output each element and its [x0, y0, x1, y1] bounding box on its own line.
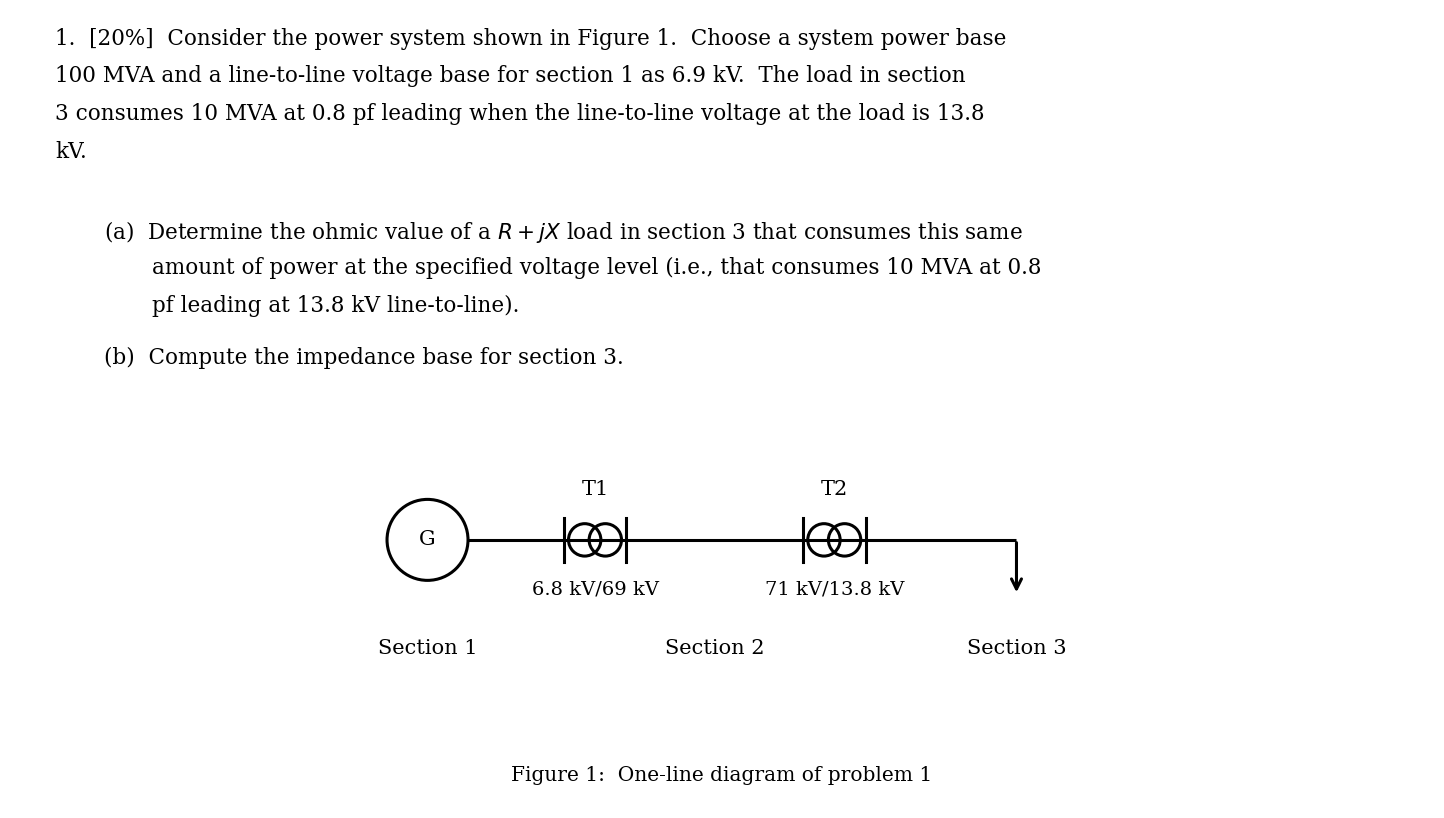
Text: amount of power at the specified voltage level (i.e., that consumes 10 MVA at 0.: amount of power at the specified voltage…	[152, 257, 1041, 279]
Text: T1: T1	[582, 480, 609, 499]
Text: G: G	[419, 530, 436, 550]
Text: 100 MVA and a line-to-line voltage base for section 1 as 6.9 kV.  The load in se: 100 MVA and a line-to-line voltage base …	[55, 65, 966, 88]
Text: kV.: kV.	[55, 141, 87, 163]
Text: Section 1: Section 1	[378, 640, 478, 658]
Text: 6.8 kV/69 kV: 6.8 kV/69 kV	[531, 581, 658, 599]
Text: T2: T2	[820, 480, 848, 499]
Text: Figure 1:  One-line diagram of problem 1: Figure 1: One-line diagram of problem 1	[511, 766, 933, 785]
Text: Section 3: Section 3	[966, 640, 1066, 658]
Text: (a)  Determine the ohmic value of a $R+jX$ load in section 3 that consumes this : (a) Determine the ohmic value of a $R+jX…	[104, 219, 1022, 245]
Text: 3 consumes 10 MVA at 0.8 pf leading when the line-to-line voltage at the load is: 3 consumes 10 MVA at 0.8 pf leading when…	[55, 103, 985, 125]
Text: pf leading at 13.8 kV line-to-line).: pf leading at 13.8 kV line-to-line).	[152, 294, 518, 317]
Text: Section 2: Section 2	[664, 640, 764, 658]
Text: (b)  Compute the impedance base for section 3.: (b) Compute the impedance base for secti…	[104, 347, 624, 369]
Text: 71 kV/13.8 kV: 71 kV/13.8 kV	[764, 581, 904, 599]
Text: 1.  [20%]  Consider the power system shown in Figure 1.  Choose a system power b: 1. [20%] Consider the power system shown…	[55, 28, 1006, 50]
